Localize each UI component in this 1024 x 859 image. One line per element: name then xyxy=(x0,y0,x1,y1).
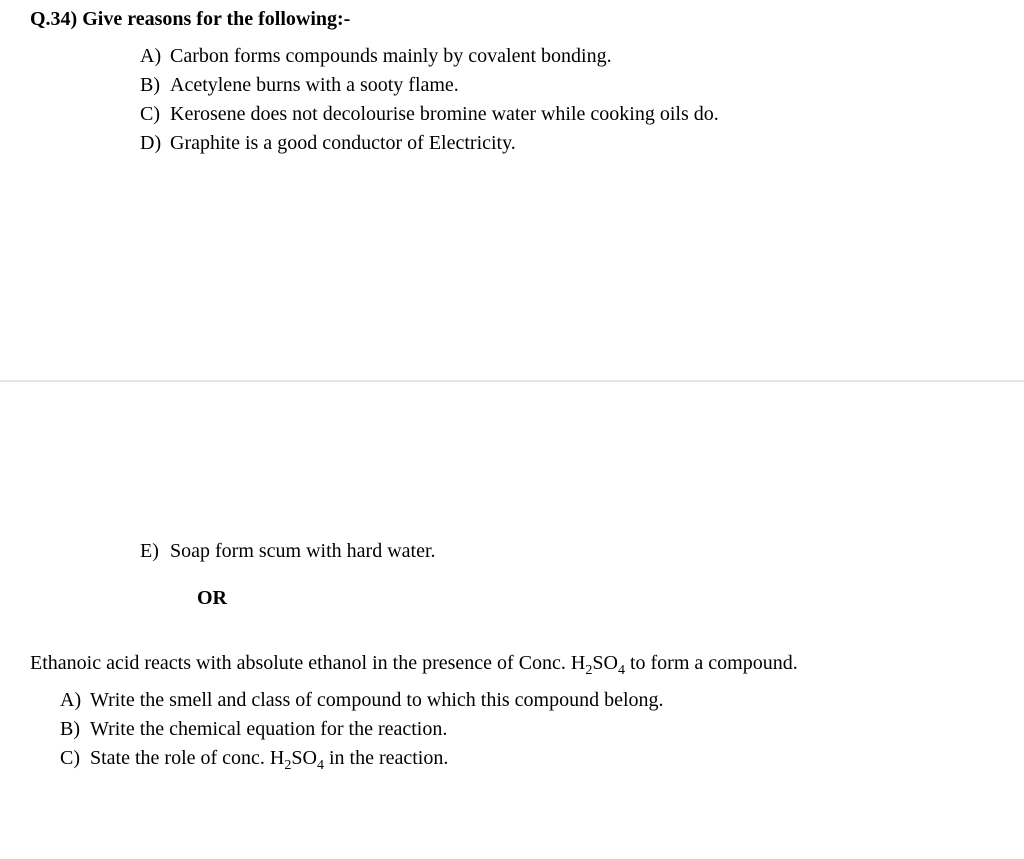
intro-text-2: to form a compound. xyxy=(625,652,798,674)
option-label: A) xyxy=(60,689,90,712)
option-label: A) xyxy=(140,45,170,68)
option-text: Kerosene does not decolourise bromine wa… xyxy=(170,103,994,126)
alt-question: Ethanoic acid reacts with absolute ethan… xyxy=(30,648,994,780)
option-label: D) xyxy=(140,132,170,155)
option-label: C) xyxy=(60,747,90,774)
option-text: Acetylene burns with a sooty flame. xyxy=(170,74,994,97)
option-b: B) Acetylene burns with a sooty flame. xyxy=(140,74,994,97)
option-label: B) xyxy=(140,74,170,97)
intro-text-1: Ethanoic acid reacts with absolute ethan… xyxy=(30,652,585,674)
option-text: Write the smell and class of compound to… xyxy=(90,689,994,712)
alt-option-b: B) Write the chemical equation for the r… xyxy=(60,718,994,741)
option-d: D) Graphite is a good conductor of Elect… xyxy=(140,132,994,155)
option-text: Soap form scum with hard water. xyxy=(170,540,436,563)
option-label: B) xyxy=(60,718,90,741)
alt-intro: Ethanoic acid reacts with absolute ethan… xyxy=(30,648,994,681)
question-title: Give reasons for the following:- xyxy=(82,8,350,30)
option-label: E) xyxy=(140,540,170,563)
question-header: Q.34) Give reasons for the following:- xyxy=(30,8,994,31)
options-list: A) Carbon forms compounds mainly by cova… xyxy=(140,45,994,155)
intro-mid: SO xyxy=(592,652,618,674)
option-text: Graphite is a good conductor of Electric… xyxy=(170,132,994,155)
alt-option-c: C) State the role of conc. H2SO4 in the … xyxy=(60,747,994,774)
intro-sub2: 4 xyxy=(618,663,625,678)
option-text: Write the chemical equation for the reac… xyxy=(90,718,994,741)
or-divider: OR xyxy=(197,587,227,610)
option-e: E) Soap form scum with hard water. xyxy=(140,540,436,563)
alt-options-list: A) Write the smell and class of compound… xyxy=(60,689,994,774)
option-label: C) xyxy=(140,103,170,126)
option-text: Carbon forms compounds mainly by covalen… xyxy=(170,45,994,68)
option-c: C) Kerosene does not decolourise bromine… xyxy=(140,103,994,126)
question-number: Q.34) xyxy=(30,8,77,30)
separator-line xyxy=(0,380,1024,382)
option-a: A) Carbon forms compounds mainly by cova… xyxy=(140,45,994,68)
option-text: State the role of conc. H2SO4 in the rea… xyxy=(90,747,994,774)
alt-option-a: A) Write the smell and class of compound… xyxy=(60,689,994,712)
